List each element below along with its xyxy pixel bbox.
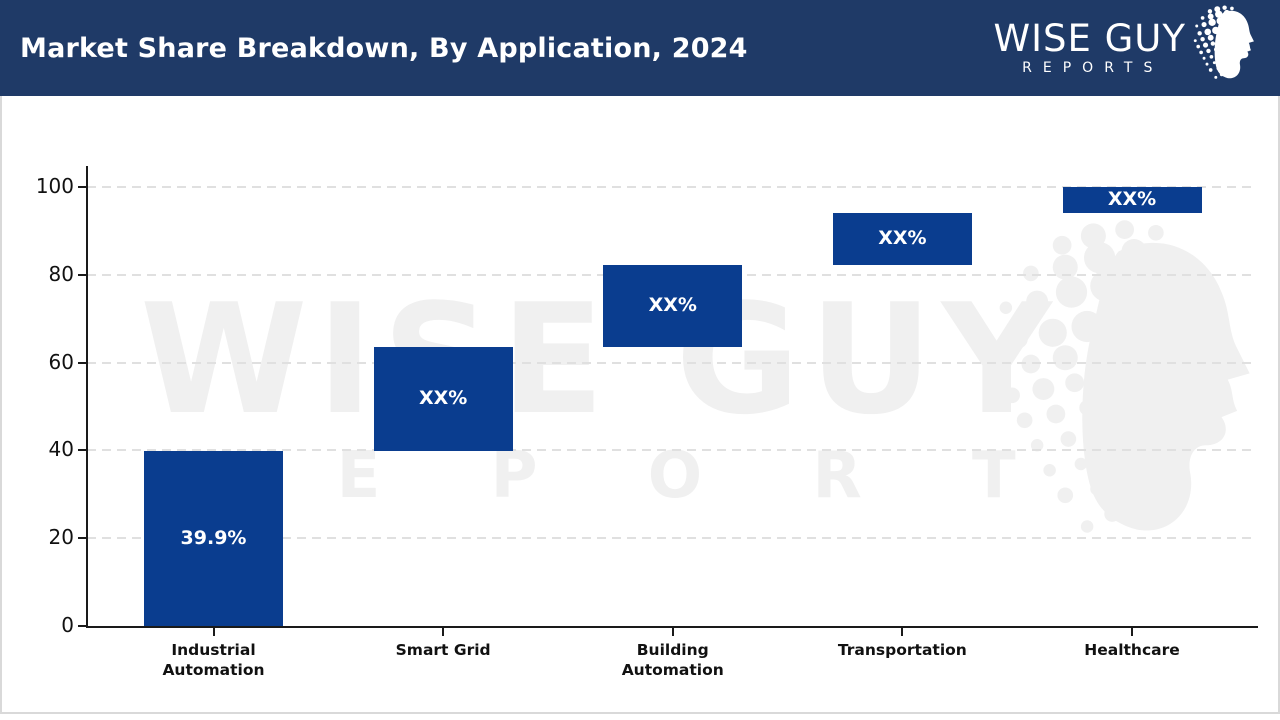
bar-healthcare: XX% bbox=[1062, 187, 1202, 213]
watermark-head-icon bbox=[924, 214, 1269, 589]
page-title: Market Share Breakdown, By Application, … bbox=[20, 32, 748, 64]
chart: WISE GUY R E P O R T S 0 20 40 60 80 100 39.9%… bbox=[0, 96, 1280, 714]
y-tick-label-60: 60 bbox=[48, 349, 74, 374]
bar-value-label-industrial-automation: 39.9% bbox=[180, 526, 247, 549]
x-axis-label-smart-grid: Smart Grid bbox=[395, 641, 491, 659]
y-tick-label-40: 40 bbox=[48, 437, 74, 462]
x-tick-healthcare bbox=[1131, 628, 1134, 636]
logo-wordmark: WISE GUY REPORTS bbox=[994, 20, 1186, 76]
logo-head-icon bbox=[1193, 5, 1254, 79]
wiseguy-logo: WISE GUY REPORTS bbox=[994, 4, 1266, 92]
x-axis-label-industrial-automation: Industrial Automation bbox=[162, 641, 265, 680]
y-tick-label-100: 100 bbox=[35, 174, 74, 198]
logo-wordmark-line2: REPORTS bbox=[1022, 60, 1164, 76]
x-tick-smart-grid bbox=[442, 628, 445, 636]
watermark-wordmark-line2: R E P O R T S bbox=[177, 439, 1217, 513]
y-tick-label-80: 80 bbox=[48, 261, 74, 286]
bar-transportation: XX% bbox=[832, 212, 972, 265]
bar-industrial-automation: 39.9% bbox=[144, 450, 283, 626]
x-axis-line bbox=[86, 626, 1258, 628]
x-tick-building-automation bbox=[671, 628, 674, 636]
y-tick-40 bbox=[78, 449, 87, 452]
bar-value-label-healthcare: XX% bbox=[1107, 188, 1157, 211]
x-tick-industrial-automation bbox=[212, 628, 215, 636]
watermark-wordmark-line1: WISE GUY bbox=[140, 271, 1061, 448]
bar-value-label-building-automation: XX% bbox=[648, 294, 697, 317]
y-tick-label-20: 20 bbox=[48, 525, 74, 550]
gridline-40 bbox=[87, 449, 1257, 452]
gridline-60 bbox=[87, 361, 1257, 364]
y-tick-80 bbox=[78, 273, 87, 276]
header: Market Share Breakdown, By Application, … bbox=[0, 0, 1280, 96]
x-axis-label-healthcare: Healthcare bbox=[1084, 641, 1180, 659]
y-tick-label-0: 0 bbox=[61, 613, 74, 637]
bar-building-automation: XX% bbox=[603, 264, 743, 347]
y-tick-20 bbox=[78, 537, 87, 540]
y-tick-0 bbox=[78, 625, 87, 627]
bar-value-label-smart-grid: XX% bbox=[418, 387, 468, 410]
bar-smart-grid: XX% bbox=[373, 346, 513, 451]
logo-wordmark-line1: WISE GUY bbox=[993, 17, 1186, 60]
gridline-20 bbox=[87, 537, 1257, 540]
y-tick-100 bbox=[78, 186, 87, 188]
x-axis-label-building-automation: Building Automation bbox=[621, 641, 724, 680]
bar-value-label-transportation: XX% bbox=[878, 227, 927, 250]
gridline-100 bbox=[87, 186, 1257, 188]
x-axis-label-transportation: Transportation bbox=[837, 641, 967, 659]
y-axis-line bbox=[86, 166, 88, 628]
y-tick-60 bbox=[78, 361, 87, 364]
x-tick-transportation bbox=[901, 628, 904, 636]
